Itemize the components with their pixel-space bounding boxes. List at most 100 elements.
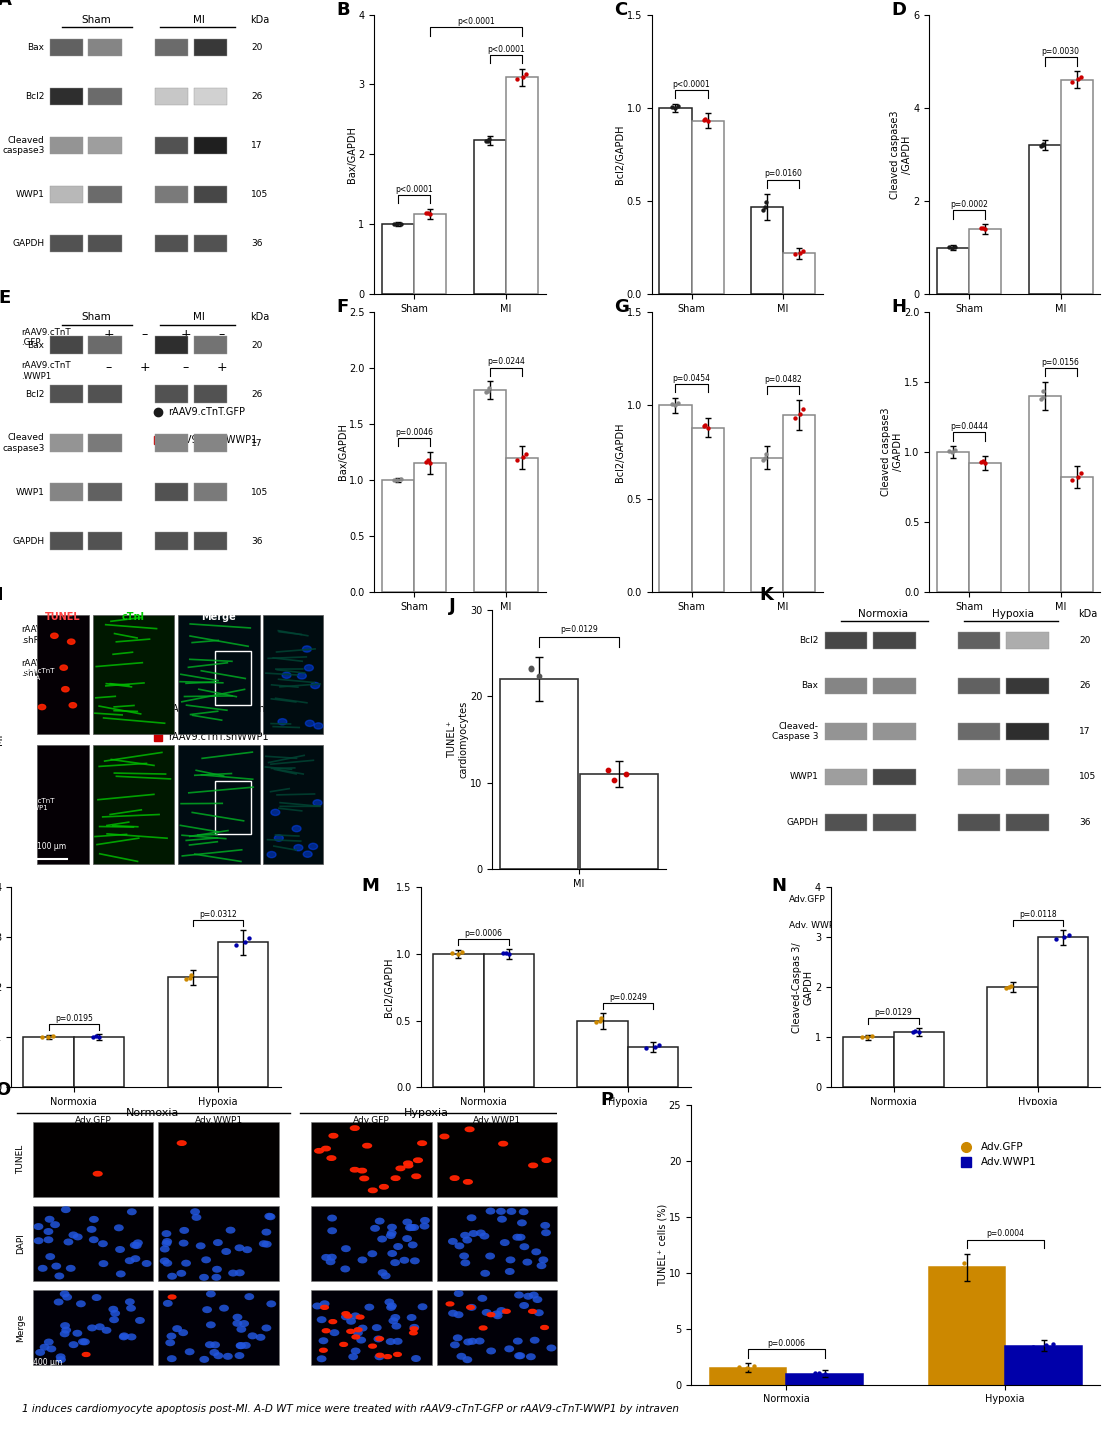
- Bar: [825, 723, 867, 739]
- Text: rAAV9.cTnT
.shRNA: rAAV9.cTnT .shRNA: [21, 626, 71, 645]
- Ellipse shape: [267, 1301, 276, 1307]
- Ellipse shape: [177, 1270, 186, 1276]
- Text: Bax: Bax: [801, 681, 818, 690]
- Bar: [1006, 678, 1048, 694]
- Bar: [751, 206, 783, 295]
- Circle shape: [330, 1134, 337, 1138]
- Point: [1044, 1331, 1062, 1355]
- Ellipse shape: [512, 1234, 522, 1240]
- Circle shape: [410, 1327, 418, 1331]
- Text: Adv.GFP: Adv.GFP: [789, 896, 826, 905]
- Ellipse shape: [387, 1250, 397, 1257]
- Point: [697, 414, 714, 437]
- Point: [738, 1356, 755, 1379]
- Bar: [74, 1037, 124, 1088]
- Text: –: –: [219, 328, 225, 341]
- Text: p<0.0001: p<0.0001: [395, 184, 432, 193]
- Circle shape: [463, 1179, 472, 1185]
- Ellipse shape: [51, 1263, 61, 1269]
- Text: WWP1: WWP1: [15, 190, 44, 199]
- Ellipse shape: [95, 1323, 105, 1330]
- Ellipse shape: [460, 1259, 470, 1266]
- Ellipse shape: [160, 1246, 169, 1253]
- Ellipse shape: [399, 1257, 409, 1263]
- Text: WWP1: WWP1: [790, 772, 818, 781]
- Point: [523, 658, 541, 681]
- Text: +: +: [991, 896, 1002, 909]
- Text: P: P: [601, 1090, 614, 1109]
- Ellipse shape: [351, 1347, 361, 1355]
- Circle shape: [93, 1172, 102, 1176]
- Point: [1068, 465, 1086, 488]
- Bar: [710, 1368, 786, 1385]
- Ellipse shape: [60, 1323, 70, 1329]
- Point: [517, 62, 534, 86]
- Ellipse shape: [387, 1230, 397, 1237]
- Point: [666, 393, 684, 417]
- Point: [907, 1019, 925, 1043]
- Point: [730, 1356, 748, 1379]
- Bar: [958, 815, 1000, 831]
- Point: [949, 1259, 967, 1282]
- Ellipse shape: [411, 1355, 421, 1362]
- Ellipse shape: [504, 1346, 514, 1352]
- Point: [695, 107, 712, 131]
- Point: [904, 1019, 921, 1043]
- Ellipse shape: [320, 1300, 330, 1307]
- Circle shape: [315, 1149, 323, 1153]
- Bar: [23, 1037, 74, 1088]
- Ellipse shape: [165, 1339, 175, 1346]
- Point: [514, 65, 532, 89]
- Ellipse shape: [129, 1241, 139, 1249]
- Ellipse shape: [514, 1291, 524, 1298]
- Circle shape: [320, 1349, 327, 1352]
- Circle shape: [466, 1127, 474, 1131]
- Ellipse shape: [210, 1342, 220, 1349]
- Text: p=0.0312: p=0.0312: [199, 910, 237, 919]
- Text: –: –: [896, 922, 902, 935]
- Text: Bcl2: Bcl2: [25, 389, 44, 399]
- Ellipse shape: [546, 1345, 556, 1352]
- Y-axis label: TUNEL⁺
cardiomyocytes: TUNEL⁺ cardiomyocytes: [447, 701, 469, 778]
- Ellipse shape: [497, 1307, 507, 1314]
- Text: Cleaved
caspase3: Cleaved caspase3: [2, 136, 44, 155]
- Y-axis label: Bax/GAPDH: Bax/GAPDH: [337, 424, 347, 481]
- Y-axis label: Cleaved caspase3
/GAPDH: Cleaved caspase3 /GAPDH: [890, 110, 911, 199]
- Circle shape: [70, 703, 76, 707]
- Ellipse shape: [56, 1356, 66, 1363]
- Bar: [88, 531, 122, 550]
- Point: [84, 1025, 102, 1048]
- Circle shape: [342, 1311, 349, 1316]
- Ellipse shape: [205, 1342, 215, 1349]
- Ellipse shape: [211, 1273, 221, 1281]
- Point: [587, 1011, 605, 1034]
- Point: [745, 1355, 763, 1378]
- Bar: [50, 39, 83, 57]
- Ellipse shape: [500, 1239, 510, 1246]
- Text: Bcl2: Bcl2: [25, 91, 44, 102]
- Ellipse shape: [255, 1334, 265, 1340]
- Point: [514, 446, 532, 469]
- Bar: [50, 87, 83, 106]
- Ellipse shape: [541, 1230, 551, 1236]
- Ellipse shape: [196, 1243, 206, 1249]
- Text: GAPDH: GAPDH: [12, 240, 44, 248]
- Point: [956, 1252, 973, 1275]
- Ellipse shape: [98, 1260, 108, 1268]
- Text: Cleaved-
Caspase 3: Cleaved- Caspase 3: [772, 722, 818, 741]
- Ellipse shape: [448, 1239, 458, 1244]
- Point: [757, 446, 774, 469]
- Ellipse shape: [408, 1241, 418, 1249]
- Ellipse shape: [393, 1337, 403, 1345]
- Ellipse shape: [60, 1291, 70, 1298]
- Circle shape: [396, 1166, 405, 1170]
- Text: Bcl2: Bcl2: [799, 636, 818, 645]
- Point: [754, 197, 772, 221]
- Bar: [473, 391, 505, 592]
- Text: H: H: [891, 298, 907, 317]
- Text: Bax: Bax: [28, 44, 44, 52]
- Circle shape: [321, 1305, 328, 1310]
- Bar: [825, 768, 867, 786]
- Ellipse shape: [33, 1223, 43, 1230]
- Bar: [194, 531, 227, 550]
